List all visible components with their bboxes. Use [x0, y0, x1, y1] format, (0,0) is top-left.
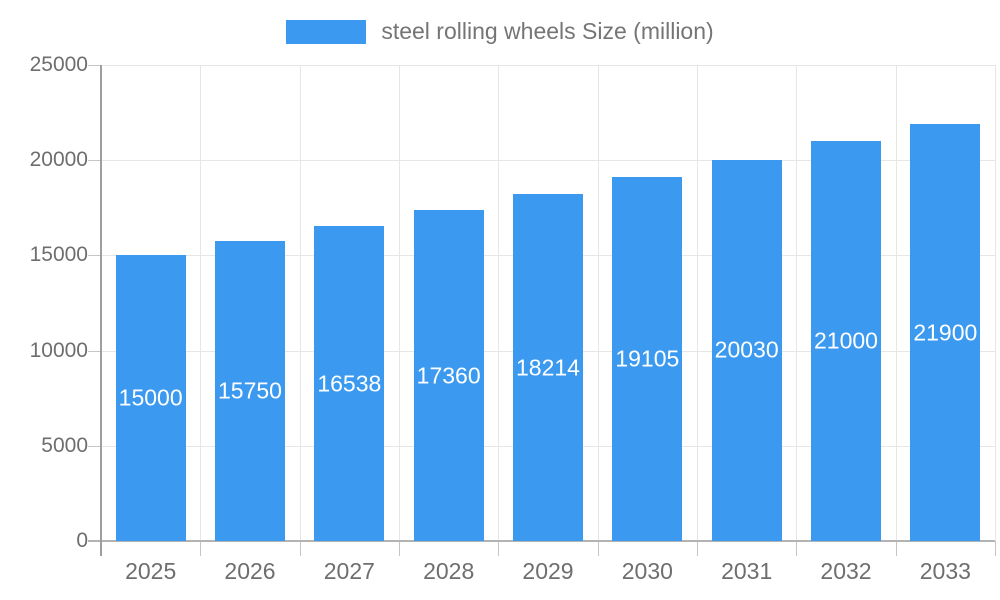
bar-value-label: 21900 — [913, 319, 978, 345]
gridline-v — [697, 65, 698, 541]
x-axis-baseline — [88, 540, 995, 542]
bar-value-label: 15750 — [218, 377, 282, 404]
legend[interactable]: steel rolling wheels Size (million) — [0, 18, 1000, 45]
gridline-v — [498, 65, 500, 541]
y-tick — [88, 445, 101, 447]
x-tick — [995, 541, 996, 556]
legend-swatch — [286, 19, 367, 44]
bar-2033[interactable]: 21900 — [910, 124, 981, 541]
x-tick — [299, 541, 301, 556]
y-tick — [88, 255, 101, 257]
bar-2027[interactable]: 16538 — [314, 226, 385, 541]
x-axis-label: 2033 — [919, 558, 971, 584]
y-axis-label: 20000 — [29, 148, 88, 172]
x-tick — [697, 541, 698, 556]
bar-value-label: 21000 — [814, 327, 878, 354]
gridline-v — [597, 65, 599, 541]
legend-series-label: steel rolling wheels Size (million) — [381, 18, 714, 44]
y-tick — [88, 350, 101, 352]
bar-value-label: 17360 — [416, 362, 481, 389]
bar-2026[interactable]: 15750 — [215, 241, 285, 541]
x-axis-label: 2027 — [323, 558, 375, 584]
bar-2025[interactable]: 15000 — [115, 255, 186, 541]
x-tick — [200, 541, 202, 556]
bar-value-label: 15000 — [118, 384, 183, 411]
y-axis-label: 25000 — [29, 53, 88, 76]
x-axis-label: 2032 — [820, 558, 872, 584]
y-tick — [88, 65, 101, 66]
bar-2028[interactable]: 17360 — [413, 210, 484, 541]
gridline-v — [299, 65, 301, 541]
y-axis-label: 5000 — [41, 433, 88, 457]
bar-2030[interactable]: 19105 — [612, 177, 683, 541]
gridline-v — [200, 65, 202, 541]
bar-value-label: 18214 — [516, 354, 580, 381]
x-axis-label: 2026 — [224, 558, 276, 584]
gridline-h — [101, 160, 995, 162]
x-tick — [895, 541, 897, 556]
y-axis-label: 10000 — [29, 338, 88, 362]
bar-value-label: 16538 — [317, 370, 382, 397]
bar-2032[interactable]: 21000 — [811, 141, 881, 541]
gridline-v — [995, 65, 996, 541]
x-axis-label: 2031 — [721, 558, 773, 584]
bar-value-label: 19105 — [615, 345, 680, 372]
gridline-h — [101, 65, 995, 66]
x-tick — [498, 541, 500, 556]
gridline-v — [796, 65, 798, 541]
y-axis-line — [100, 65, 102, 556]
y-axis-label: 0 — [76, 529, 88, 552]
gridline-v — [895, 65, 897, 541]
y-tick — [88, 160, 101, 162]
x-axis-label: 2030 — [621, 558, 673, 584]
bar-2029[interactable]: 18214 — [513, 194, 583, 541]
gridline-v — [399, 65, 400, 541]
x-tick — [796, 541, 798, 556]
x-axis-label: 2028 — [423, 558, 475, 584]
y-axis-label: 15000 — [29, 243, 88, 267]
x-axis-label: 2029 — [522, 558, 574, 584]
x-tick — [597, 541, 599, 556]
x-axis-label: 2025 — [125, 558, 177, 584]
x-tick — [399, 541, 400, 556]
bar-2031[interactable]: 20030 — [711, 159, 782, 541]
bar-value-label: 20030 — [714, 336, 779, 363]
